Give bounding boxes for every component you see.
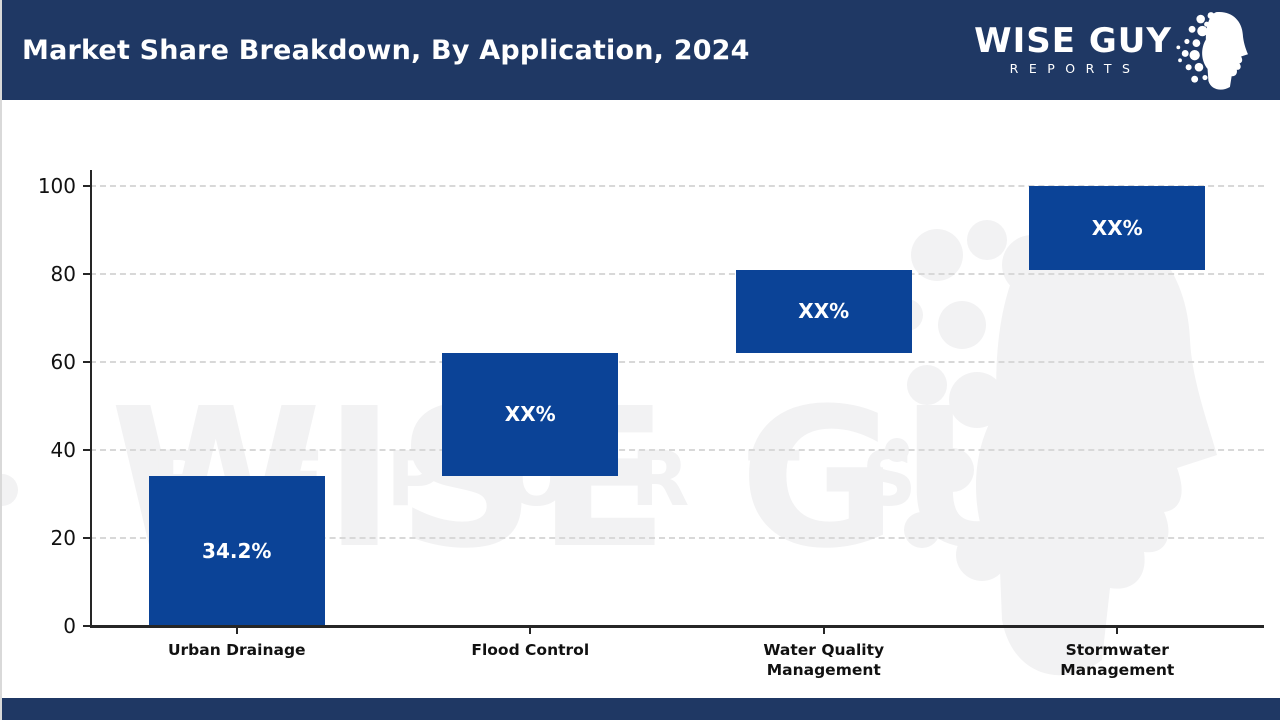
category-label-flood-control: Flood Control [471,641,590,659]
header-bar: Market Share Breakdown, By Application, … [2,0,1280,100]
y-tick-mark-100 [83,185,90,187]
y-tick-mark-0 [83,625,90,627]
bar-stormwater-management: XX% [1029,186,1206,270]
gridline-80 [90,273,1264,275]
gridline-20 [90,537,1264,539]
bar-value-label: XX% [504,402,556,427]
bar-urban-drainage: 34.2% [148,475,325,626]
y-tick-label-0: 0 [63,614,76,638]
gridline-100 [90,185,1264,187]
wise-guy-logo: WISE GUY REPORTS [974,6,1254,94]
footer-bar [2,698,1280,720]
category-label-urban-drainage: Urban Drainage [167,641,306,659]
y-tick-label-40: 40 [50,438,76,462]
logo-wordmark: WISE GUY [974,21,1172,62]
bar-water-quality-management: XX% [735,269,912,354]
plot: 0 20 40 60 80 100 34.2% XX% XX% XX% Urban Drainage… [2,100,1280,698]
x-tick-mark-1 [529,628,532,634]
bar-flood-control: XX% [442,353,619,476]
y-tick-mark-40 [83,449,90,451]
gridline-40 [90,449,1264,451]
x-tick-mark-2 [822,628,825,634]
y-axis-line [90,170,92,626]
category-label-stormwater-management: Stormwater Management [1060,641,1175,679]
y-tick-label-80: 80 [50,262,76,286]
y-tick-mark-20 [83,537,90,539]
y-tick-label-20: 20 [50,526,76,550]
y-tick-label-100: 100 [37,174,76,198]
x-tick-mark-3 [1116,628,1119,634]
bar-value-label: 34.2% [202,538,272,563]
y-tick-mark-80 [83,273,90,275]
logo-subtitle: REPORTS [1009,61,1141,77]
page-title: Market Share Breakdown, By Application, … [22,34,750,66]
chart-area: WISE GUY REPORTS 0 20 40 60 80 100 34.2% XX% XX%… [2,100,1280,698]
bar-value-label: XX% [798,299,850,324]
y-tick-label-60: 60 [50,350,76,374]
y-tick-mark-60 [83,361,90,363]
category-label-water-quality-management: Water Quality Management [763,641,885,679]
x-axis-line [90,625,1264,628]
x-tick-mark-0 [235,628,238,634]
gridline-60 [90,361,1264,363]
logo-text: WISE GUY REPORTS [974,24,1172,76]
bar-value-label: XX% [1091,215,1143,240]
head-profile-icon [1176,11,1248,90]
